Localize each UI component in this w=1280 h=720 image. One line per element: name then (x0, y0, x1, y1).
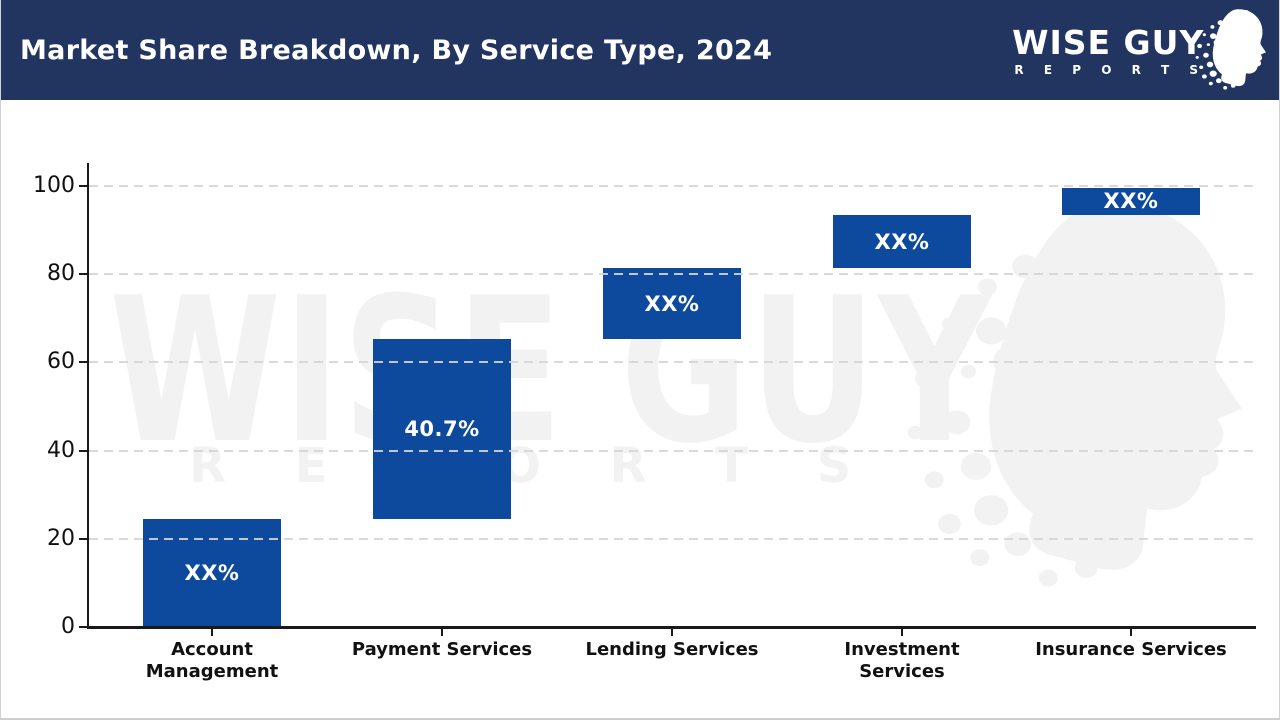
bar: XX% (603, 268, 741, 340)
x-axis-spine (87, 625, 1256, 629)
wiseguy-logo-text: WISE GUY R E P O R T S (1010, 26, 1206, 77)
bar-value-label: XX% (874, 229, 930, 254)
gridline (89, 361, 1254, 364)
gridline (89, 273, 1254, 276)
gridline (89, 537, 1254, 540)
bar: 40.7% (373, 339, 511, 519)
gridline (89, 449, 1254, 452)
watermark-subtitle: R E P O R T S (189, 438, 878, 494)
y-tick-label: 20 (47, 525, 75, 551)
x-tick (1130, 628, 1132, 636)
y-tick (79, 273, 87, 276)
x-tick (671, 628, 673, 636)
wiseguy-logo: WISE GUY R E P O R T S (1010, 5, 1270, 97)
header: Market Share Breakdown, By Service Type,… (1, 0, 1279, 100)
bar-value-label: XX% (1103, 189, 1159, 214)
chart-title: Market Share Breakdown, By Service Type,… (20, 34, 773, 66)
wiseguy-logo-wordmark: WISE GUY (1012, 22, 1205, 62)
y-tick-label: 0 (61, 614, 75, 639)
x-tick-label: Payment Services (351, 639, 533, 660)
bar: XX% (143, 518, 281, 627)
bar: XX% (1062, 187, 1200, 216)
y-tick (79, 361, 87, 364)
y-tick-label: 100 (33, 173, 75, 198)
watermark-wordmark: WISE GUY (109, 255, 993, 488)
x-tick (211, 628, 213, 636)
y-tick (79, 537, 87, 540)
x-tick-label: Insurance Services (1035, 639, 1227, 660)
x-tick-label: Investment Services (844, 639, 960, 682)
x-tick (901, 628, 903, 636)
gridline (89, 185, 1254, 187)
bar-value-label: XX% (184, 560, 240, 585)
y-tick-label: 80 (47, 261, 75, 287)
y-axis-spine (87, 163, 89, 628)
bar: XX% (833, 215, 971, 269)
bar-value-label: 40.7% (404, 417, 480, 442)
y-tick (79, 626, 87, 628)
wiseguy-logo-subtitle: R E P O R T S (1014, 62, 1206, 77)
y-tick (79, 449, 87, 452)
x-tick (441, 628, 443, 636)
y-tick (79, 185, 87, 187)
x-tick-label: Lending Services (585, 639, 759, 660)
y-tick-label: 60 (47, 349, 75, 375)
bar-value-label: XX% (644, 291, 700, 316)
x-tick-label: Account Management (145, 639, 279, 682)
y-tick-label: 40 (47, 437, 75, 463)
